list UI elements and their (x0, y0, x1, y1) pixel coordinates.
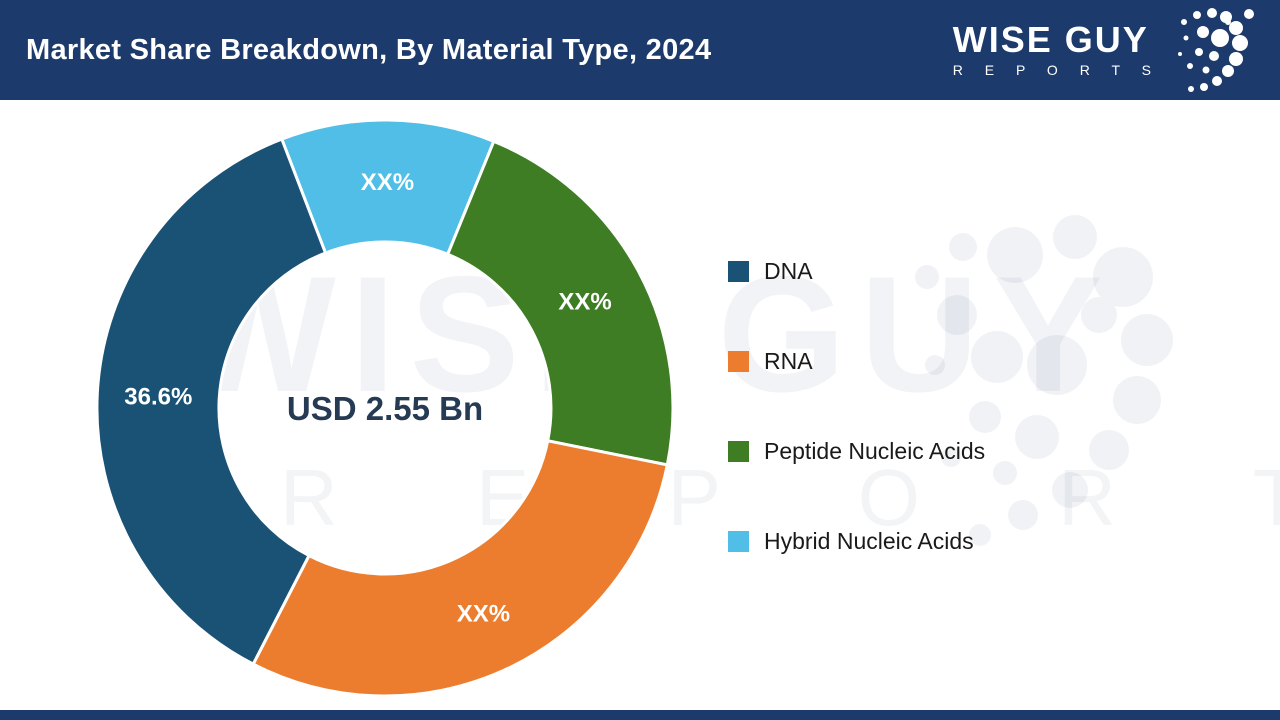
legend-item-dna: DNA (728, 256, 985, 286)
page-title: Market Share Breakdown, By Material Type… (26, 33, 712, 66)
legend-label-peptide-nucleic-acids: Peptide Nucleic Acids (764, 437, 986, 464)
legend-item-hybrid-nucleic-acids: Hybrid Nucleic Acids (728, 526, 985, 556)
watermark-text-line2: R E P O R T S (280, 453, 1280, 542)
header-bar: Market Share Breakdown, By Material Type… (0, 0, 1280, 100)
legend-swatch-peptide-nucleic-acids (728, 440, 749, 462)
donut-chart: XX% XX% XX% 36.6% (95, 118, 675, 698)
donut-segment-label: XX% (457, 601, 510, 628)
chart-legend: DNA RNA Peptide Nucleic Acids Hybrid Nuc… (728, 256, 985, 616)
legend-item-rna: RNA (728, 346, 985, 376)
legend-swatch-hybrid-nucleic-acids (728, 530, 749, 552)
legend-swatch-dna (728, 260, 749, 282)
chart-area: WISE GUY R E P O R T S XX%XX%XX%36.6% US… (0, 100, 1280, 710)
watermark-face-icon (915, 215, 1173, 546)
brand-subtitle: R E P O R T S (952, 62, 1160, 78)
donut-segment-dna (95, 137, 328, 667)
bottom-accent-bar (0, 710, 1280, 720)
donut-segment-label: XX% (361, 169, 414, 196)
legend-item-peptide-nucleic-acids: Peptide Nucleic Acids (728, 436, 985, 466)
brand-logo-text: WISE GUY R E P O R T S (952, 19, 1160, 79)
legend-label-hybrid-nucleic-acids: Hybrid Nucleic Acids (764, 527, 974, 554)
brand-logo: WISE GUY R E P O R T S (953, 6, 1254, 94)
donut-segment-label: 36.6% (124, 384, 192, 411)
brand-name: WISE GUY (952, 19, 1149, 60)
legend-label-dna: DNA (764, 257, 813, 284)
logo-face-dots-icon (1178, 8, 1254, 92)
donut-segment-rna (251, 439, 670, 698)
donut-segment-peptide-nucleic-acids (445, 139, 675, 467)
legend-label-rna: RNA (764, 347, 813, 374)
legend-swatch-rna (728, 350, 749, 372)
donut-segment-label: XX% (558, 289, 611, 316)
donut-center-value: USD 2.55 Bn (286, 390, 484, 427)
